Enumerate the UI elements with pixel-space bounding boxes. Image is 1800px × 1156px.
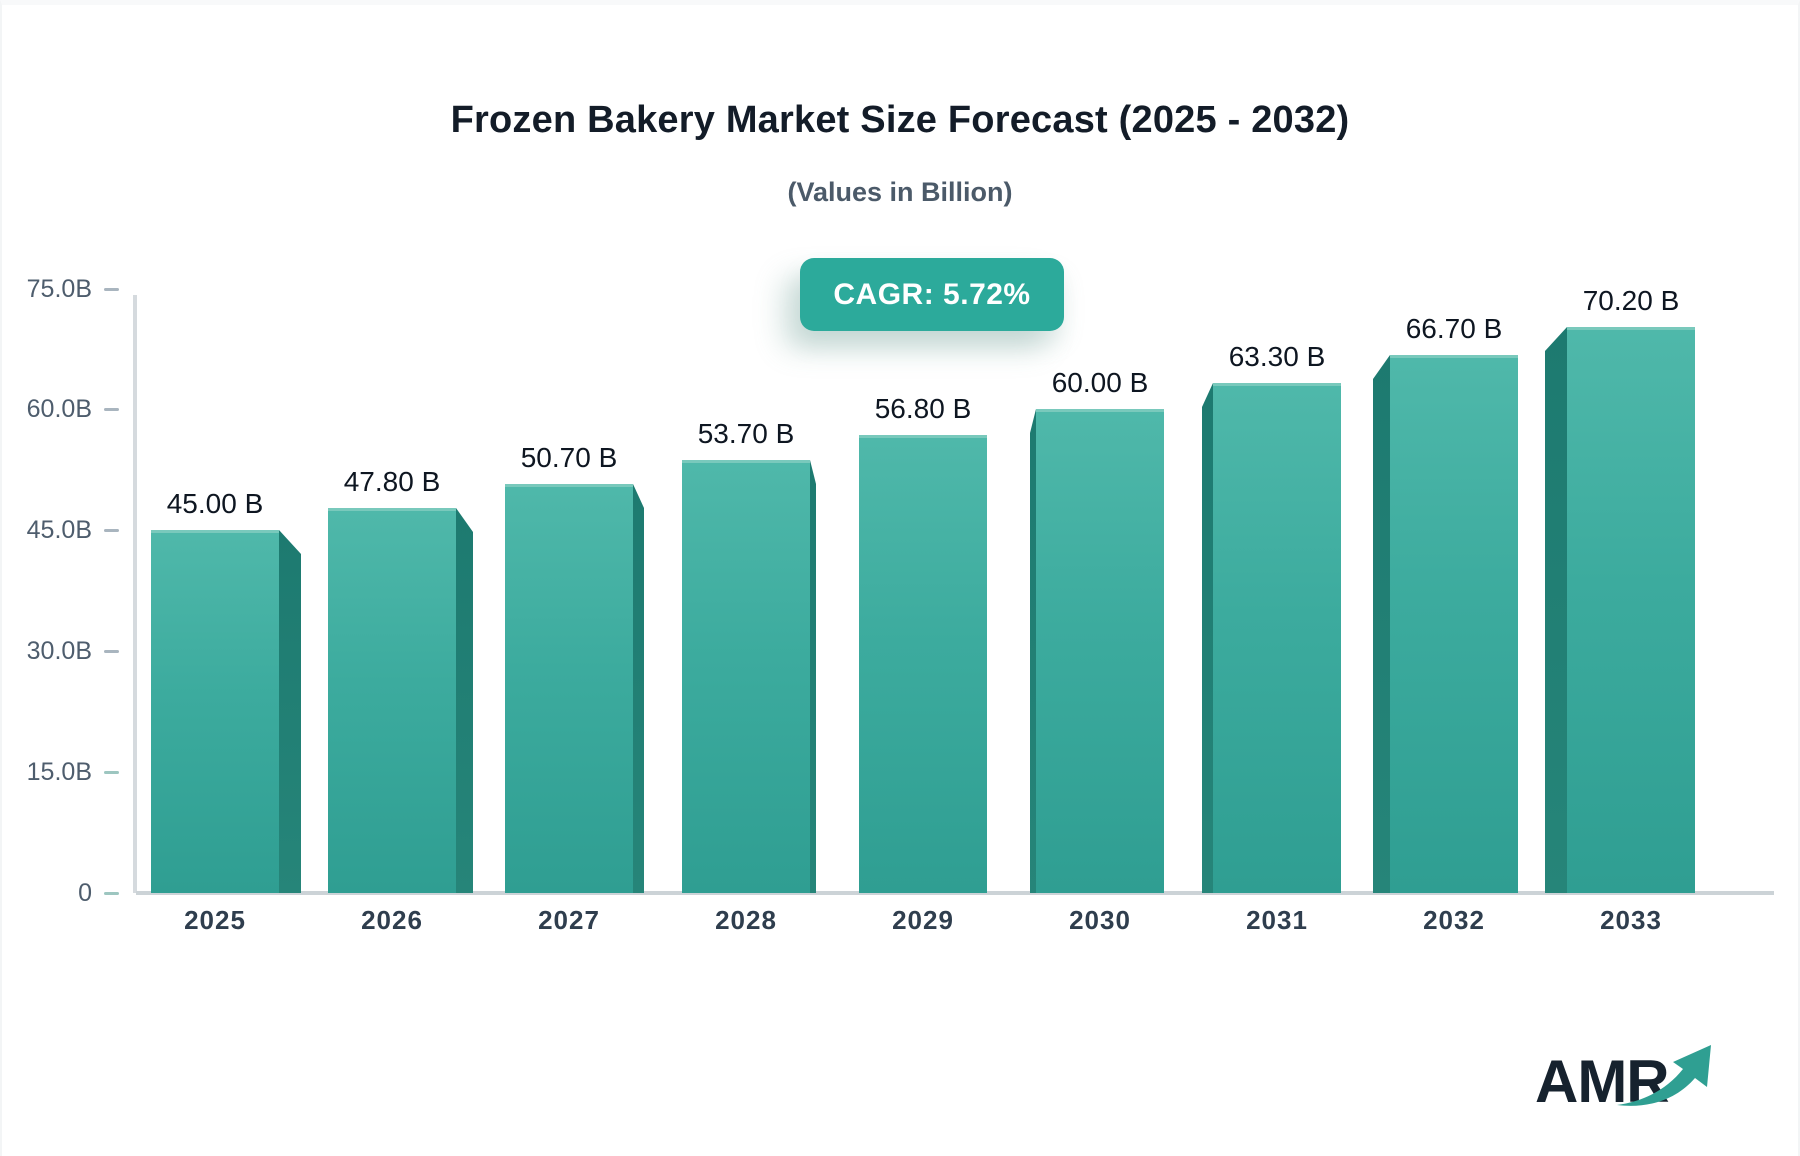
bar-value-label: 66.70 B [1405,313,1503,344]
bar-3d-side [810,460,816,893]
x-axis-year-label: 2025 [184,905,246,935]
bar-2031[interactable] [1213,383,1341,893]
x-axis-year-label: 2026 [361,905,423,935]
amr-logo: AMR [1535,1037,1745,1127]
bar-3d-side [1373,355,1390,893]
bar-value-label: 50.70 B [520,442,618,473]
x-axis-year-label: 2030 [1069,905,1131,935]
chart-subtitle: (Values in Billion) [787,177,1013,207]
y-axis-tick-label: 75.0B [26,275,92,303]
y-axis-tick-mark [104,288,119,291]
chart-title: Frozen Bakery Market Size Forecast (2025… [450,99,1350,141]
bar-2026[interactable] [328,508,456,893]
bar-value-label: 60.00 B [1051,367,1149,398]
x-axis-year-label: 2028 [715,905,777,935]
y-axis-tick-label: 15.0B [26,758,92,786]
y-axis-tick-label: 60.0B [26,395,92,423]
y-axis-tick-mark [104,892,119,895]
bar-2030[interactable] [1036,409,1164,893]
growth-arrow-icon [1617,1045,1711,1106]
bar-value-label: 70.20 B [1582,285,1680,316]
y-axis-tick-mark [104,771,119,774]
x-axis-year-label: 2029 [892,905,954,935]
bar-2029[interactable] [859,435,987,893]
cagr-badge: CAGR: 5.72% [800,258,1064,331]
bar-2033[interactable] [1567,327,1695,893]
bar-2032[interactable] [1390,355,1518,893]
bar-value-label: 56.80 B [874,393,972,424]
bar-value-label: 63.30 B [1228,341,1326,372]
x-axis-year-label: 2027 [538,905,600,935]
bar-chart-plot: 0 15.0B 30.0B 45.0B 60.0B 75.0B 45.00 B 2025 47.… [2,5,1798,1156]
x-axis-year-label: 2032 [1423,905,1485,935]
x-axis-year-label: 2033 [1600,905,1662,935]
y-axis-tick-label: 45.0B [26,516,92,544]
bar-2028[interactable] [682,460,810,893]
bar-3d-side [1202,383,1213,893]
bar-value-label: 47.80 B [343,466,441,497]
bar-2027[interactable] [505,484,633,893]
x-axis-baseline [136,891,1774,895]
y-axis-tick-mark [104,408,119,411]
y-axis-tick-label: 30.0B [26,637,92,665]
bar-3d-side [1030,409,1036,893]
bar-2025[interactable] [151,530,279,893]
cagr-badge-label: CAGR: 5.72% [833,277,1031,311]
y-axis-tick-mark [104,529,119,532]
bar-value-label: 53.70 B [697,418,795,449]
bar-3d-side [456,508,473,893]
y-axis-tick-mark [104,650,119,653]
bar-3d-side [1545,327,1567,893]
bar-3d-side [279,530,301,893]
y-axis-tick-label: 0 [78,879,92,907]
bar-value-label: 45.00 B [166,488,264,519]
y-axis-line [133,295,137,893]
bar-3d-side [633,484,644,893]
x-axis-year-label: 2031 [1246,905,1308,935]
